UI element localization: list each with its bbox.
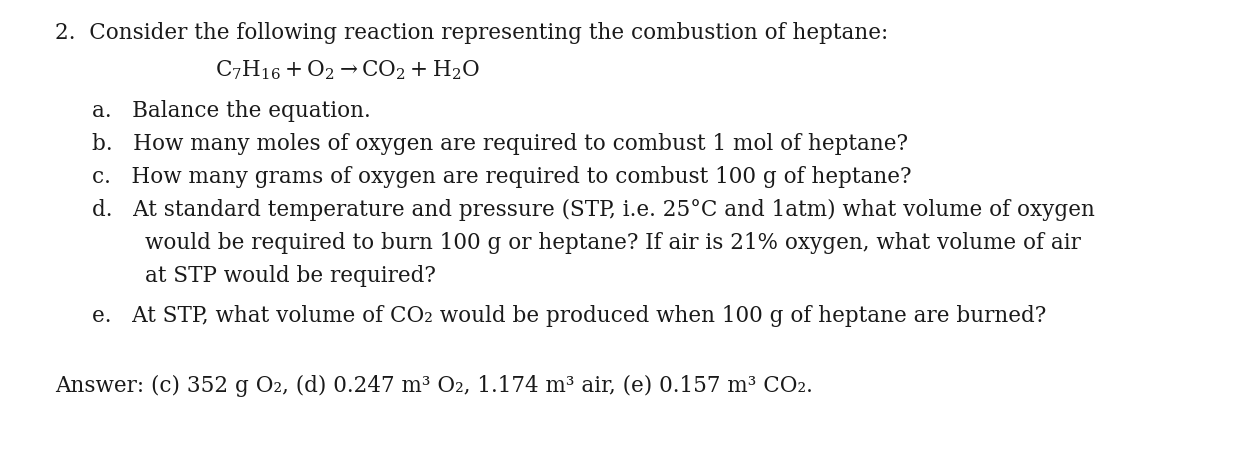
Text: $\mathregular{C_7H_{16} + O_2 \rightarrow CO_2 + H_2O}$: $\mathregular{C_7H_{16} + O_2 \rightarro… bbox=[215, 58, 480, 81]
Text: d.   At standard temperature and pressure (STP, i.e. 25°C and 1atm) what volume : d. At standard temperature and pressure … bbox=[91, 199, 1095, 221]
Text: a.   Balance the equation.: a. Balance the equation. bbox=[91, 100, 370, 122]
Text: 2.  Consider the following reaction representing the combustion of heptane:: 2. Consider the following reaction repre… bbox=[56, 22, 888, 44]
Text: would be required to burn 100 g or heptane? If air is 21% oxygen, what volume of: would be required to burn 100 g or hepta… bbox=[144, 231, 1081, 253]
Text: b.   How many moles of oxygen are required to combust 1 mol of heptane?: b. How many moles of oxygen are required… bbox=[91, 133, 908, 155]
Text: Answer: (c) 352 g O₂, (d) 0.247 m³ O₂, 1.174 m³ air, (e) 0.157 m³ CO₂.: Answer: (c) 352 g O₂, (d) 0.247 m³ O₂, 1… bbox=[56, 374, 813, 396]
Text: at STP would be required?: at STP would be required? bbox=[144, 264, 436, 286]
Text: e.   At STP, what volume of CO₂ would be produced when 100 g of heptane are burn: e. At STP, what volume of CO₂ would be p… bbox=[91, 304, 1046, 326]
Text: c.   How many grams of oxygen are required to combust 100 g of heptane?: c. How many grams of oxygen are required… bbox=[91, 166, 911, 188]
